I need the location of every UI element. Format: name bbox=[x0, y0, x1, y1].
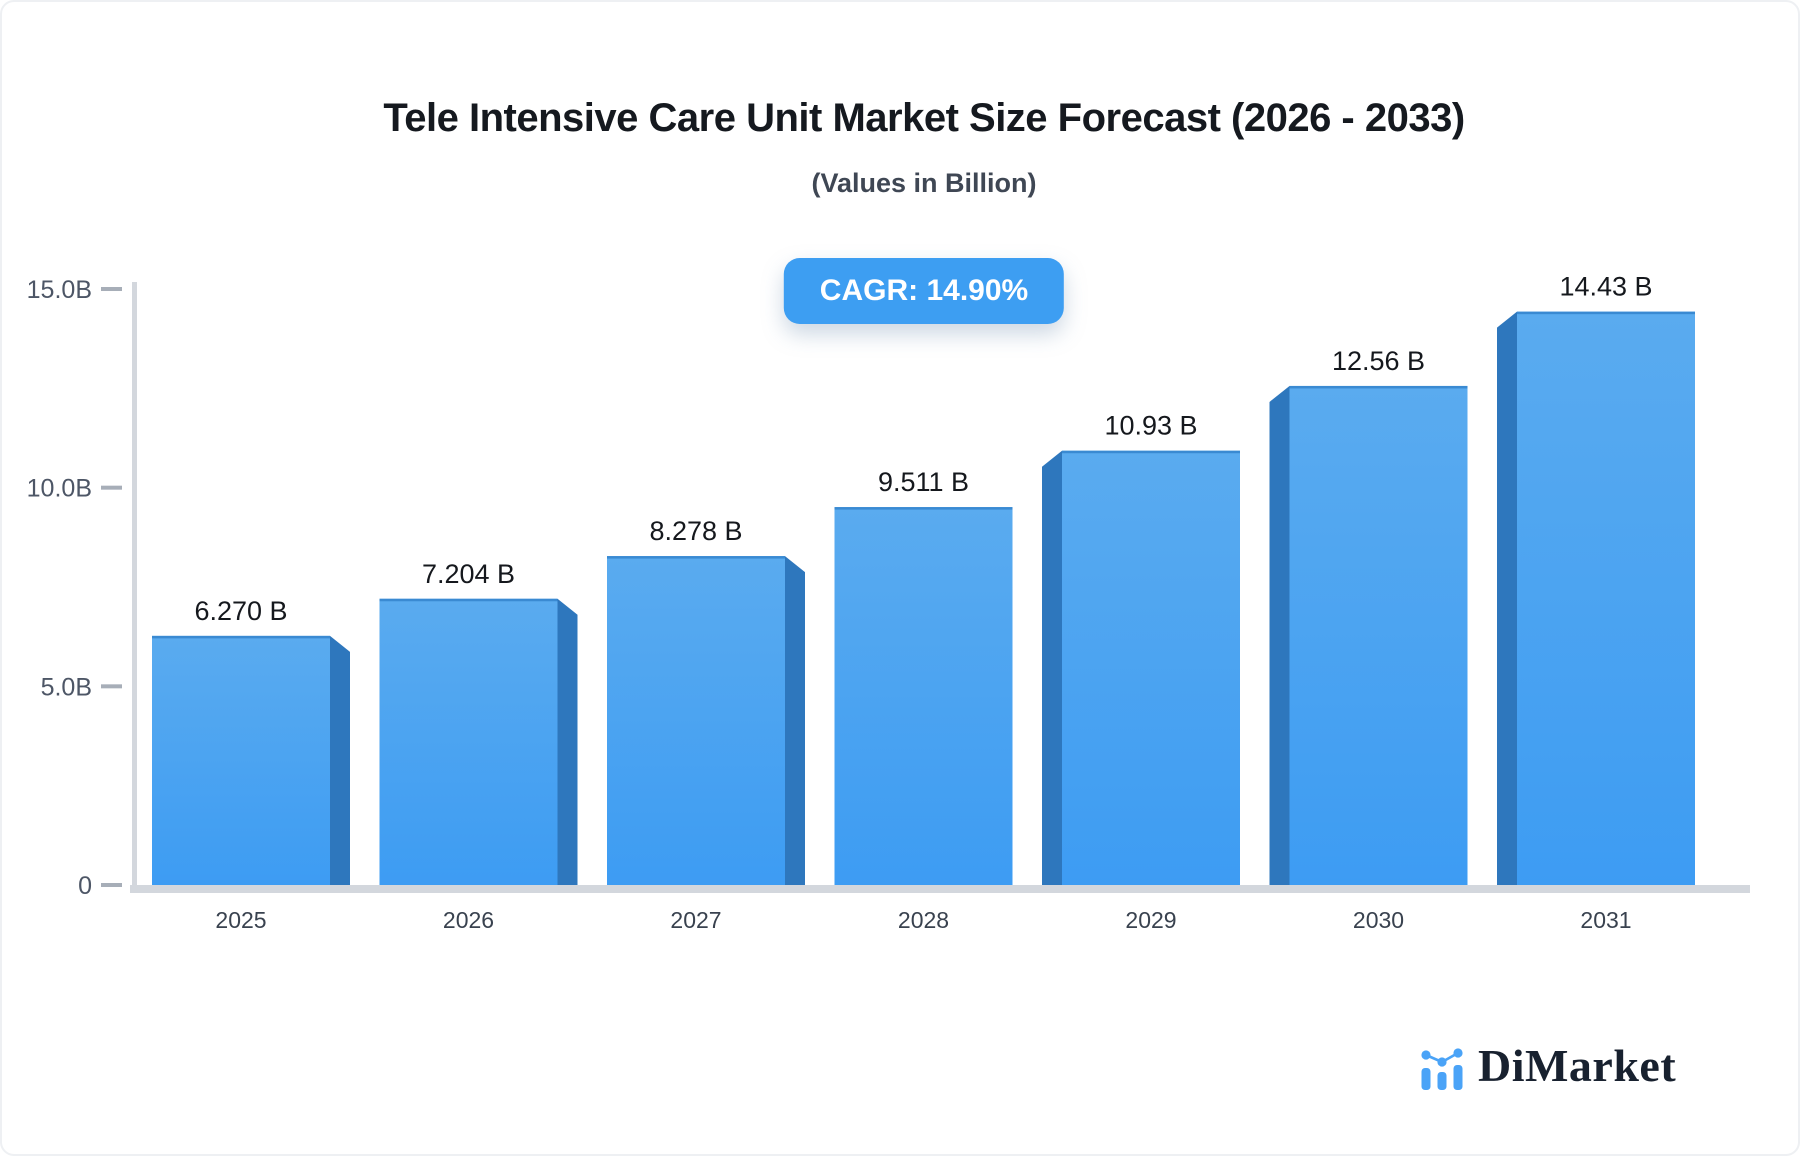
y-axis-tick bbox=[101, 883, 122, 887]
x-axis-label: 2030 bbox=[1353, 907, 1404, 933]
bar-top-edge bbox=[607, 556, 785, 559]
y-axis-tick bbox=[101, 485, 122, 490]
y-axis-tick-label: 5.0B bbox=[41, 673, 92, 701]
bar-front-face bbox=[152, 635, 330, 885]
cagr-badge: CAGR: 14.90% bbox=[783, 258, 1065, 324]
y-axis-tick-label: 10.0B bbox=[27, 475, 92, 503]
bar-top-edge bbox=[152, 635, 330, 639]
bar-side-face bbox=[785, 556, 805, 885]
chart-title: Tele Intensive Care Unit Market Size For… bbox=[383, 96, 1465, 140]
bar-value-label: 10.93 B bbox=[1104, 411, 1197, 441]
bar-2029[interactable] bbox=[1042, 450, 1240, 885]
bar-side-face bbox=[1042, 450, 1062, 885]
bar-2030[interactable] bbox=[1269, 385, 1468, 885]
bar-side-face bbox=[330, 635, 350, 885]
bar-2031[interactable] bbox=[1497, 311, 1695, 885]
x-axis-label: 2025 bbox=[215, 907, 266, 933]
x-axis-label: 2028 bbox=[898, 907, 949, 933]
bar-value-label: 7.204 B bbox=[422, 559, 515, 589]
y-axis-tick-label: 0 bbox=[78, 872, 92, 900]
chart-subtitle: (Values in Billion) bbox=[811, 168, 1037, 198]
bar-value-label: 14.43 B bbox=[1559, 272, 1652, 302]
bar-top-edge bbox=[1517, 311, 1695, 315]
bar-value-label: 12.56 B bbox=[1332, 346, 1425, 376]
x-axis-label: 2027 bbox=[670, 907, 721, 933]
bar-front-face bbox=[1062, 450, 1240, 885]
bar-value-label: 9.511 B bbox=[878, 467, 969, 497]
bar-top-edge bbox=[834, 507, 1013, 510]
bar-front-face bbox=[1517, 311, 1695, 885]
bar-top-edge bbox=[1289, 385, 1468, 389]
x-axis-label: 2031 bbox=[1580, 907, 1631, 933]
bar-front-face bbox=[834, 507, 1013, 885]
bar-side-face bbox=[1269, 385, 1290, 885]
y-axis-line bbox=[132, 282, 137, 893]
bar-value-label: 8.278 B bbox=[649, 516, 742, 546]
bar-top-edge bbox=[379, 598, 558, 602]
y-axis-tick bbox=[101, 287, 122, 292]
bar-side-face bbox=[1497, 311, 1517, 885]
y-axis-tick bbox=[101, 684, 122, 689]
bar-side-face bbox=[557, 598, 578, 885]
bar-2028[interactable] bbox=[834, 507, 1013, 885]
bar-2025[interactable] bbox=[152, 635, 350, 885]
x-axis-label: 2029 bbox=[1125, 907, 1176, 933]
bar-front-face bbox=[379, 598, 558, 885]
bar-front-face bbox=[607, 556, 785, 885]
brand-logo: DiMarket bbox=[1418, 1040, 1676, 1092]
bar-front-face bbox=[1289, 385, 1468, 885]
x-axis-line bbox=[130, 885, 1750, 893]
bar-value-label: 6.270 B bbox=[194, 596, 287, 626]
bar-2027[interactable] bbox=[607, 556, 805, 885]
y-axis-tick-label: 15.0B bbox=[27, 276, 92, 304]
brand-name: DiMarket bbox=[1478, 1040, 1677, 1091]
x-axis-label: 2026 bbox=[443, 907, 494, 933]
bar-top-edge bbox=[1062, 450, 1240, 454]
bar-2026[interactable] bbox=[379, 598, 578, 885]
bar-chart-logo-icon bbox=[1421, 1048, 1463, 1090]
